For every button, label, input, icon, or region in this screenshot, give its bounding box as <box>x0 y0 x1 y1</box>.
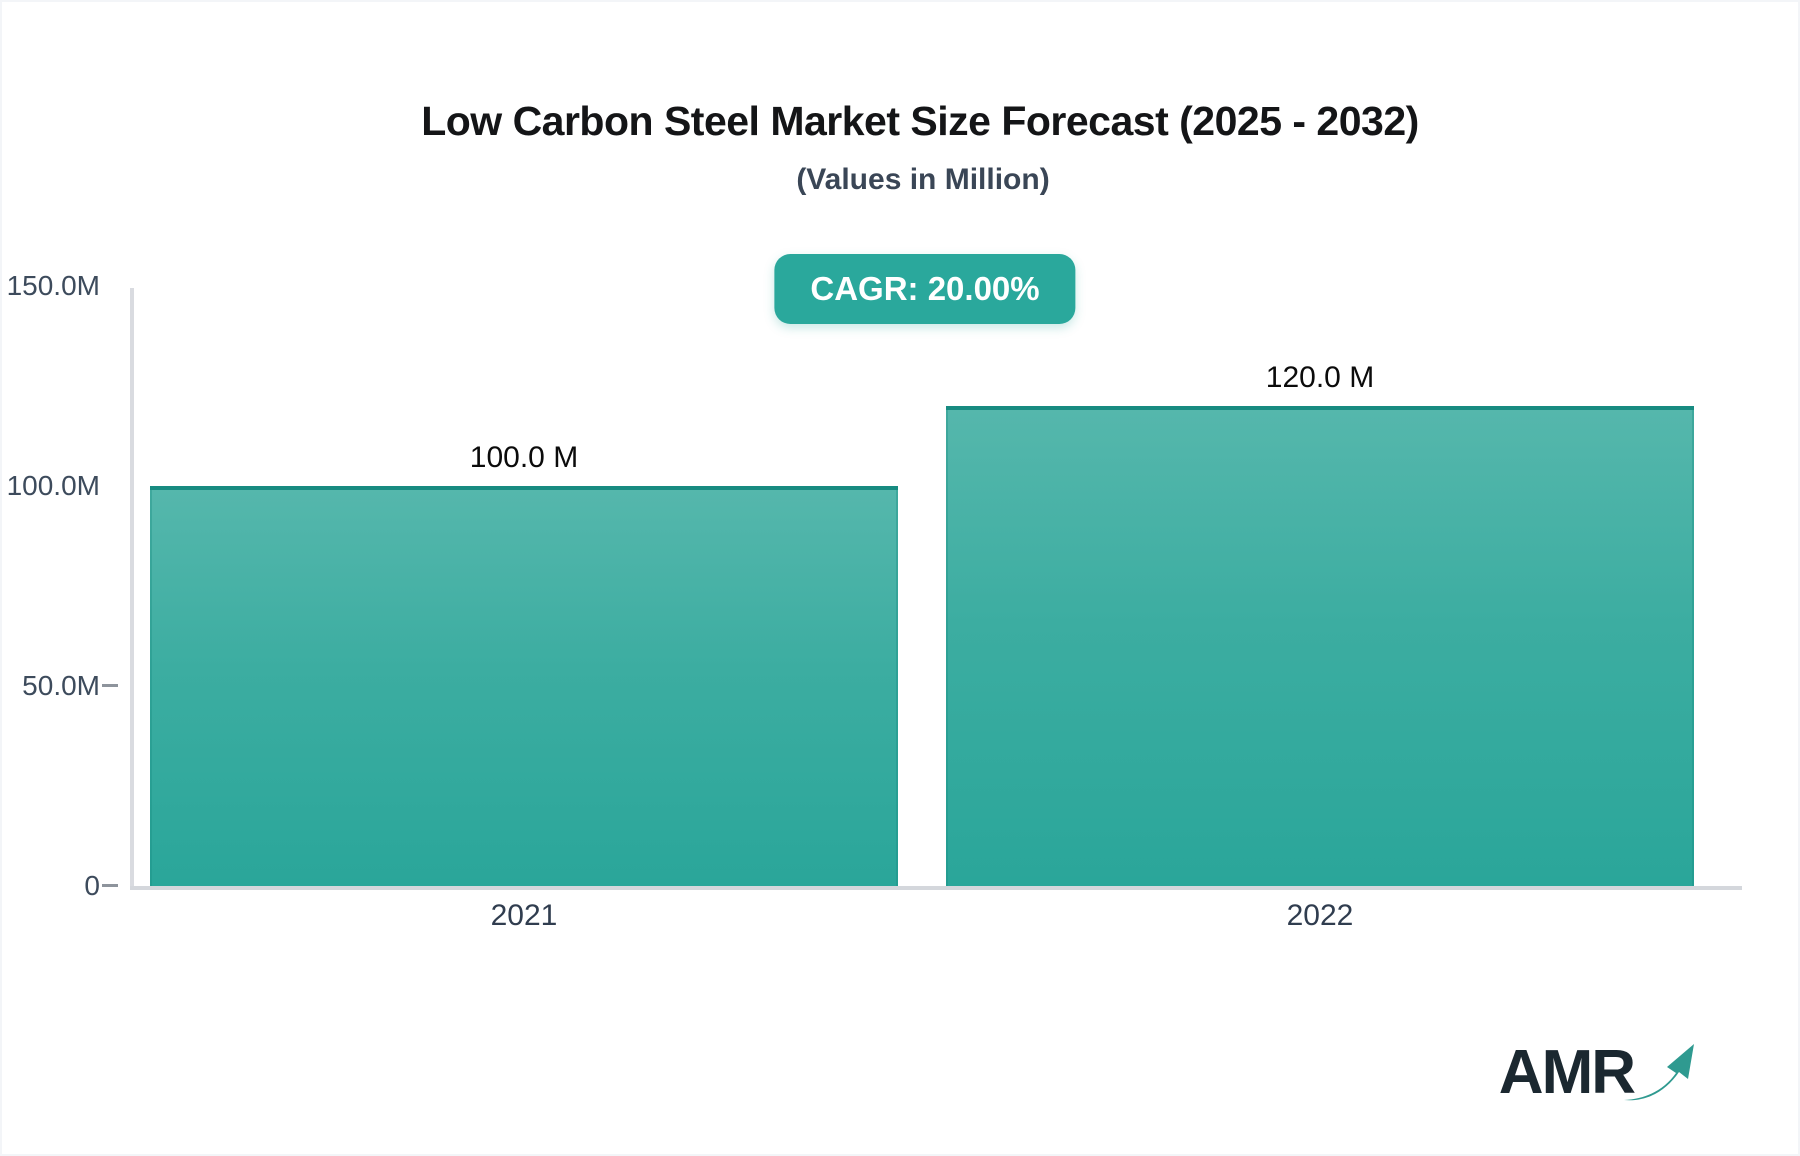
trend-up-arrow-icon <box>1622 1037 1700 1110</box>
amr-logo: AMR <box>1499 1037 1700 1104</box>
x-category-label-2021: 2021 <box>490 899 558 932</box>
bar-value-label-2022: 120.0 M <box>1265 361 1375 394</box>
chart-subtitle: (Values in Million) <box>796 163 1050 196</box>
bar-2022[interactable] <box>946 406 1694 886</box>
y-tick-label-150.0M: 150.0M <box>6 270 100 301</box>
bar-2021[interactable] <box>150 486 898 886</box>
y-tick-label-100.0M: 100.0M <box>6 470 100 501</box>
cagr-badge: CAGR: 20.00% <box>774 254 1076 324</box>
x-category-label-2022: 2022 <box>1286 899 1354 932</box>
chart-title: Low Carbon Steel Market Size Forecast (2… <box>421 98 1419 144</box>
y-tick-dash-50.0M <box>102 684 118 687</box>
x-axis-line <box>130 886 1742 890</box>
bar-value-label-2021: 100.0 M <box>469 441 579 474</box>
y-tick-dash-0 <box>102 884 118 887</box>
y-tick-label-0: 0 <box>84 870 100 901</box>
amr-logo-text: AMR <box>1498 1038 1636 1107</box>
y-axis-line <box>130 288 134 890</box>
y-tick-label-50.0M: 50.0M <box>22 670 100 701</box>
